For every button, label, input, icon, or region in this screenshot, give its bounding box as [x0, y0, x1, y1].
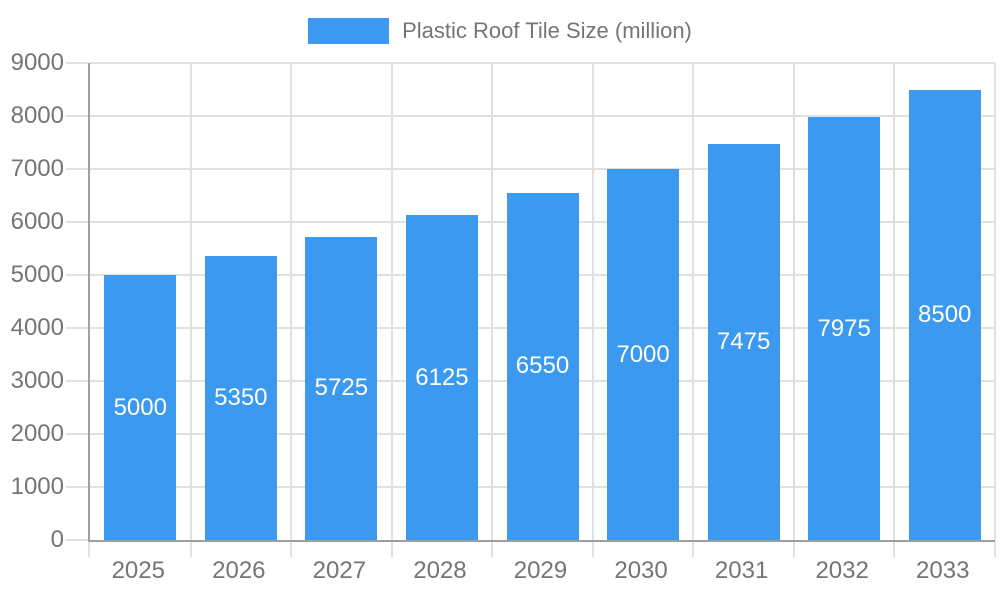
y-tick-label: 8000 [10, 102, 64, 129]
bar-value-label: 8500 [918, 300, 972, 328]
bar-2028[interactable]: 6125 [405, 215, 478, 540]
x-axis-tick [792, 542, 795, 557]
x-tick-label: 2033 [916, 557, 970, 584]
x-axis-tick [290, 542, 293, 557]
bar-2026[interactable]: 5350 [204, 256, 277, 540]
gridline-vertical [390, 63, 393, 540]
y-axis-tick [66, 221, 88, 223]
gridline-vertical [189, 63, 192, 540]
y-tick-label: 3000 [10, 367, 64, 394]
plot-area: 5000 5350 5725 6125 6550 7000 7475 7975 8500 [66, 62, 996, 557]
y-tick-label: 2000 [10, 420, 64, 447]
x-tick-label: 2025 [111, 557, 165, 584]
y-tick-label: 9000 [10, 49, 64, 76]
bar-2025[interactable]: 5000 [104, 275, 177, 540]
bar-value-label: 7975 [817, 314, 871, 342]
bar-value-label: 5000 [113, 393, 167, 421]
x-tick-label: 2026 [212, 557, 266, 584]
bar-value-label: 6125 [415, 363, 469, 391]
x-axis-tick [88, 542, 90, 557]
bar-2030[interactable]: 7000 [607, 169, 680, 540]
bar-value-label: 5725 [314, 374, 369, 402]
y-axis-tick [66, 168, 88, 170]
gridline-vertical [893, 63, 896, 540]
legend-label: Plastic Roof Tile Size (million) [402, 18, 692, 43]
bar-2029[interactable]: 6550 [506, 192, 579, 540]
gridline-vertical [994, 63, 996, 540]
gridline-vertical [290, 63, 293, 540]
bar-value-label: 7475 [716, 327, 771, 355]
y-axis-tick [66, 539, 88, 541]
gridline-vertical [591, 63, 594, 540]
x-axis-tick [893, 542, 896, 557]
legend: Plastic Roof Tile Size (million) [0, 18, 1000, 44]
y-axis-tick [66, 486, 88, 488]
bar-2027[interactable]: 5725 [305, 236, 378, 540]
x-tick-label: 2027 [312, 557, 367, 584]
x-tick-label: 2032 [815, 557, 869, 584]
y-axis-tick [66, 274, 88, 276]
y-tick-label: 0 [50, 526, 64, 553]
bar-value-label: 5350 [214, 384, 268, 412]
x-axis-tick [189, 542, 192, 557]
x-tick-label: 2030 [614, 557, 668, 584]
x-tick-label: 2029 [513, 557, 568, 584]
x-axis-tick [390, 542, 393, 557]
x-axis-tick [591, 542, 594, 557]
x-tick-label: 2031 [714, 557, 769, 584]
gridline-vertical [491, 63, 494, 540]
y-tick-label: 1000 [10, 473, 64, 500]
gridline-vertical [692, 63, 695, 540]
legend-swatch [308, 18, 390, 44]
bar-2032[interactable]: 7975 [808, 117, 881, 540]
y-tick-label: 6000 [10, 208, 64, 235]
y-axis-tick [66, 62, 88, 64]
x-tick-label: 2028 [413, 557, 467, 584]
gridline-vertical [792, 63, 795, 540]
y-axis-tick [66, 115, 88, 117]
gridline-horizontal [90, 62, 995, 64]
x-axis-tick [491, 542, 494, 557]
bar-2031[interactable]: 7475 [707, 143, 780, 540]
y-tick-label: 7000 [10, 155, 64, 182]
y-axis-tick [66, 327, 88, 329]
x-axis-tick [692, 542, 695, 557]
y-tick-label: 4000 [10, 314, 64, 341]
bar-2033[interactable]: 8500 [908, 89, 981, 540]
bar-value-label: 7000 [616, 340, 670, 368]
y-axis-tick [66, 380, 88, 382]
bar-value-label: 6550 [515, 352, 570, 380]
y-tick-label: 5000 [10, 261, 64, 288]
y-axis-tick [66, 433, 88, 435]
x-axis-tick [994, 542, 996, 557]
